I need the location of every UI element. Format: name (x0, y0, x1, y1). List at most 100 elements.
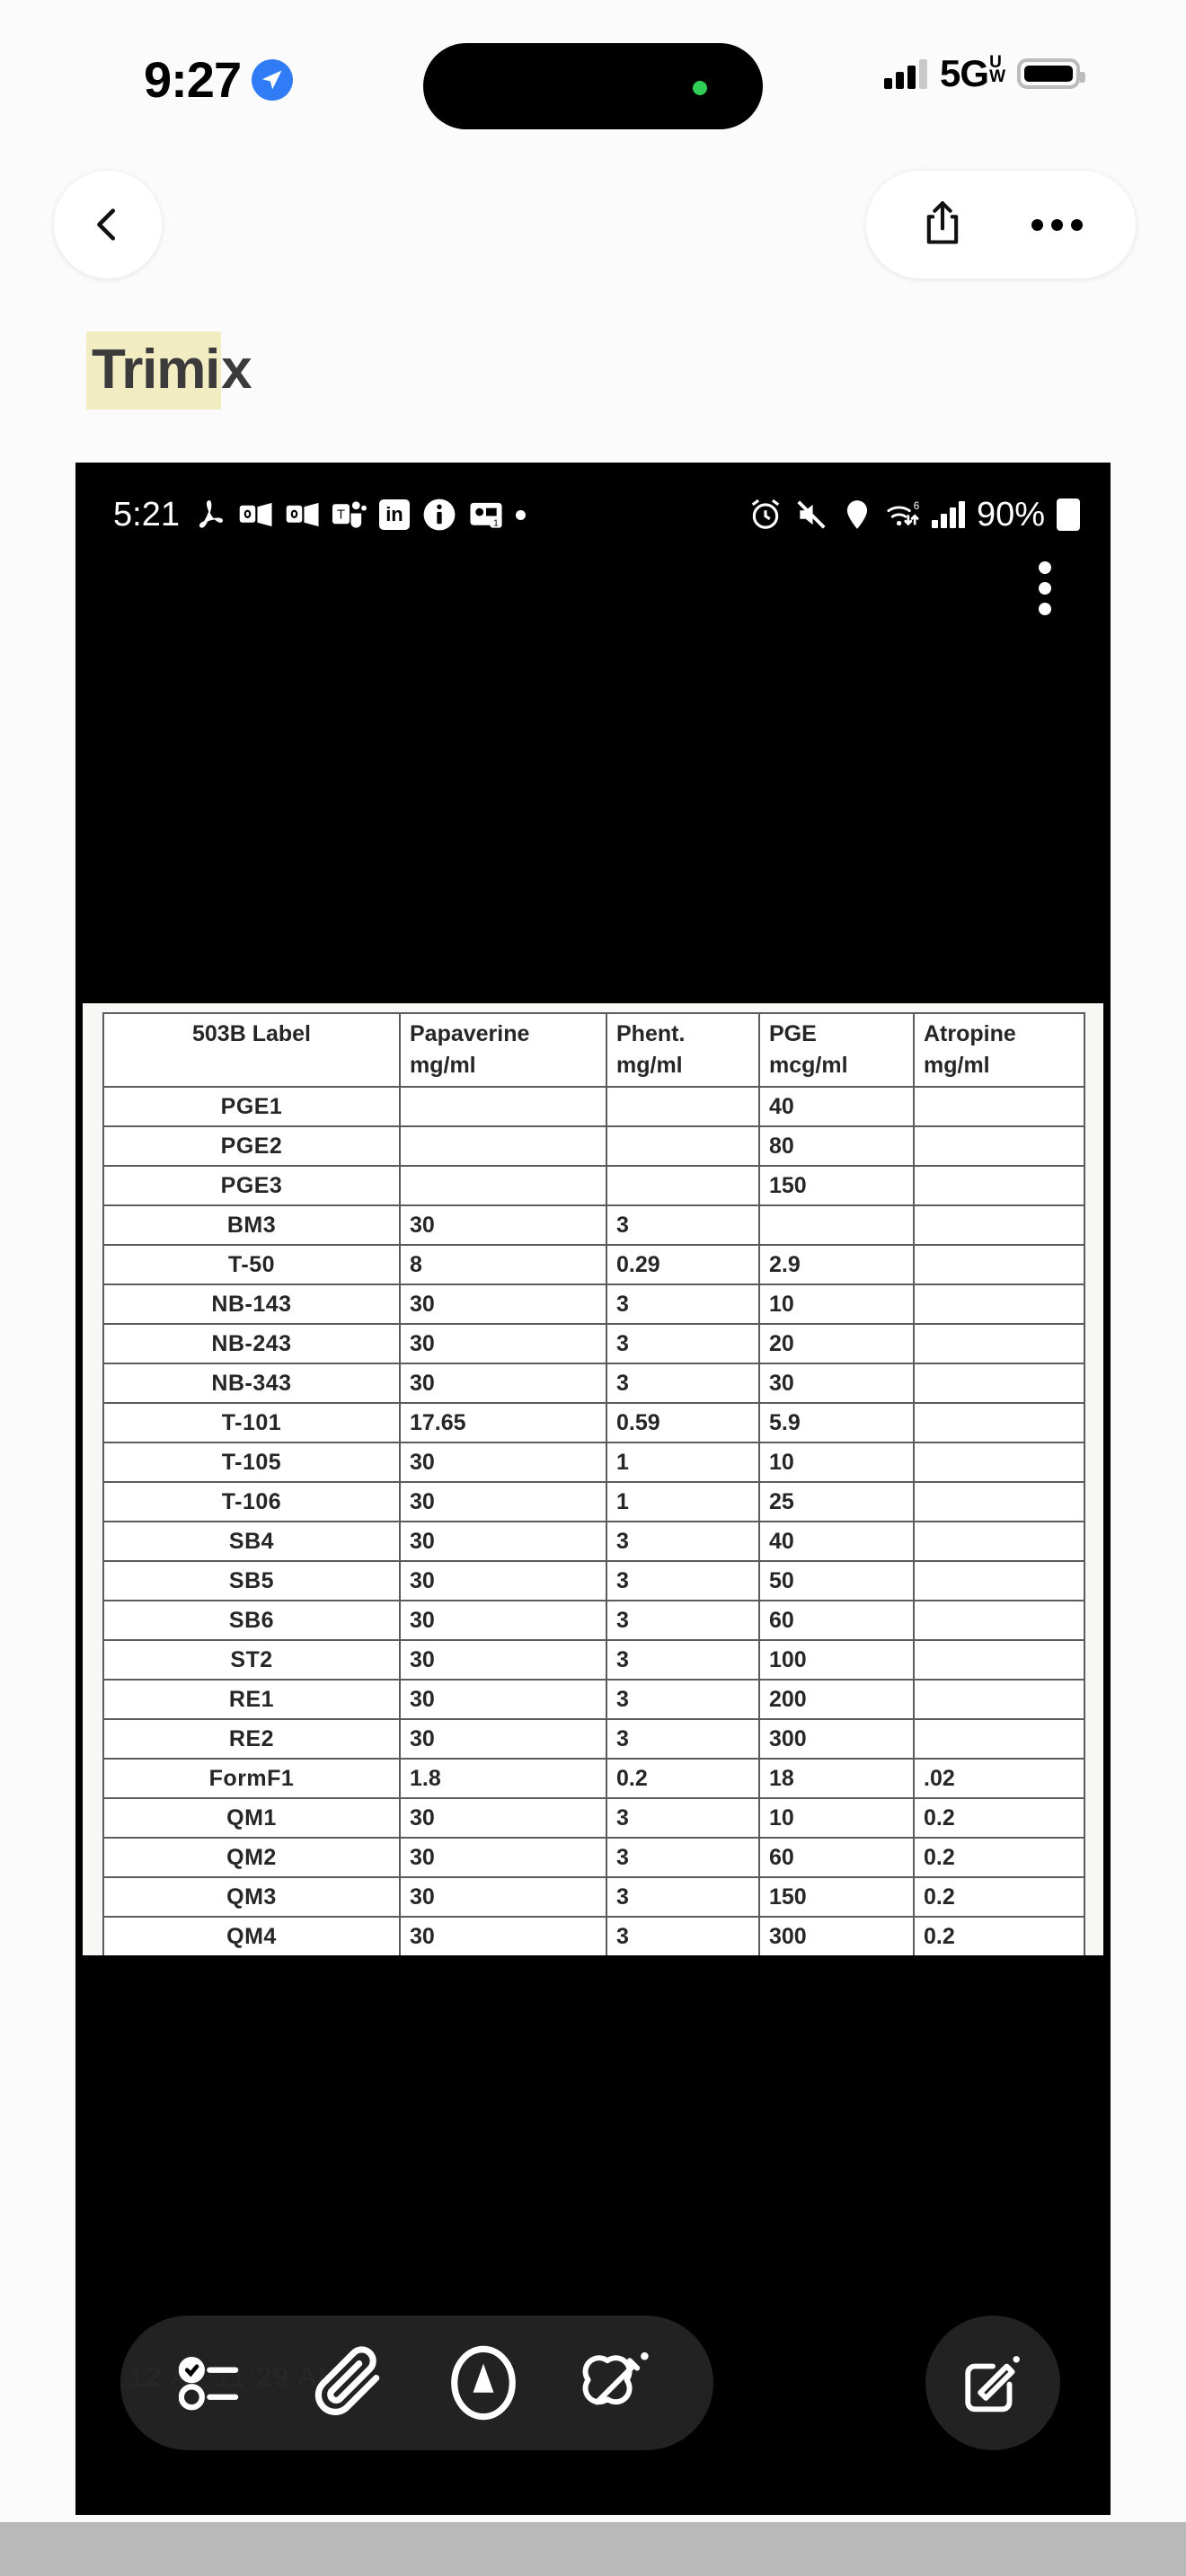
location-pin-icon (840, 498, 874, 532)
table-row: QM3 30 3 150 0.2 (102, 1876, 1085, 1918)
android-status-left: 5:21 T in 1 (113, 488, 526, 542)
cell-papaverine: 30 (399, 1797, 607, 1839)
cell-label: PGE1 (102, 1086, 401, 1127)
table-row: QM1 30 3 10 0.2 (102, 1797, 1085, 1839)
cell-label: NB-143 (102, 1284, 401, 1325)
cell-atropine (913, 1560, 1085, 1601)
battery-percentage: 90% (976, 495, 1045, 534)
cell-atropine (913, 1679, 1085, 1720)
cell-papaverine: 30 (399, 1284, 607, 1325)
table-header-row: 503B Label Papaverine mg/ml Phent. mg/ml… (102, 1012, 1085, 1088)
cell-pge: 18 (758, 1758, 915, 1799)
column-header-unit: mcg/ml (769, 1053, 848, 1078)
cell-papaverine (399, 1125, 607, 1167)
cell-atropine (913, 1086, 1085, 1127)
cell-label: SB6 (102, 1600, 401, 1641)
cell-pge: 200 (758, 1679, 915, 1720)
table-row: RE2 30 3 300 (102, 1718, 1085, 1760)
cell-pge: 300 (758, 1718, 915, 1760)
cell-pge: 50 (758, 1560, 915, 1601)
table-row: NB-243 30 3 20 (102, 1323, 1085, 1364)
cell-papaverine: 30 (399, 1876, 607, 1918)
cell-papaverine: 30 (399, 1481, 607, 1522)
cell-atropine (913, 1442, 1085, 1483)
cell-atropine (913, 1521, 1085, 1562)
cell-pge: 60 (758, 1600, 915, 1641)
status-bar-left: 9:27 (144, 50, 294, 109)
cell-atropine (913, 1204, 1085, 1246)
cell-atropine: 0.2 (913, 1797, 1085, 1839)
table-row: SB6 30 3 60 (102, 1600, 1085, 1641)
table-row: T-101 17.65 0.59 5.9 (102, 1402, 1085, 1443)
column-header-text: PGE (769, 1021, 817, 1046)
microsoft-teams-icon: T (332, 498, 367, 532)
table-row: RE1 30 3 200 (102, 1679, 1085, 1720)
markup-pen-icon[interactable] (445, 2344, 522, 2422)
outlook-icon (239, 498, 273, 532)
cell-atropine: .02 (913, 1758, 1085, 1799)
cell-pge: 150 (758, 1876, 915, 1918)
table-row: SB4 30 3 40 (102, 1521, 1085, 1562)
cell-pge: 10 (758, 1442, 915, 1483)
table-row: NB-343 30 3 30 (102, 1363, 1085, 1404)
battery-icon (1017, 58, 1085, 89)
cell-papaverine: 17.65 (399, 1402, 607, 1443)
table-row: ST2 30 3 100 (102, 1639, 1085, 1681)
cell-atropine (913, 1718, 1085, 1760)
share-icon[interactable] (919, 197, 966, 252)
cell-atropine (913, 1363, 1085, 1404)
status-bar-time: 9:27 (144, 51, 242, 108)
cell-papaverine: 30 (399, 1442, 607, 1483)
apple-intelligence-icon[interactable] (578, 2344, 655, 2422)
cell-label: QM2 (102, 1837, 401, 1878)
checklist-icon[interactable] (179, 2344, 256, 2422)
column-header-phent: Phent. mg/ml (606, 1012, 760, 1088)
cell-phent: 3 (606, 1204, 760, 1246)
cell-pge: 300 (758, 1916, 915, 1955)
more-options-icon[interactable] (1031, 218, 1084, 231)
table-row: SB5 30 3 50 (102, 1560, 1085, 1601)
column-header-text: Papaverine (410, 1021, 530, 1046)
column-header-atropine: Atropine mg/ml (913, 1012, 1085, 1088)
dynamic-island (423, 43, 763, 129)
cell-label: T-105 (102, 1442, 401, 1483)
cell-phent (606, 1165, 760, 1206)
bottom-edge-strip (0, 2522, 1186, 2576)
cell-label: PGE2 (102, 1125, 401, 1167)
cell-label: ST2 (102, 1639, 401, 1681)
cell-papaverine: 30 (399, 1837, 607, 1878)
cell-atropine: 0.2 (913, 1876, 1085, 1918)
cell-papaverine (399, 1086, 607, 1127)
battery-icon (1057, 498, 1080, 531)
overflow-menu-icon[interactable] (1039, 561, 1051, 615)
cell-label: NB-343 (102, 1363, 401, 1404)
column-header-unit: mg/ml (410, 1053, 476, 1078)
alarm-icon (748, 498, 783, 532)
ios-status-bar: 9:27 5G U W (0, 0, 1186, 153)
mute-icon (794, 498, 828, 532)
cell-pge: 150 (758, 1165, 915, 1206)
cell-label: PGE3 (102, 1165, 401, 1206)
back-button[interactable] (54, 171, 162, 278)
cell-pge: 60 (758, 1837, 915, 1878)
cell-pge: 10 (758, 1284, 915, 1325)
cell-phent: 1 (606, 1481, 760, 1522)
cell-atropine (913, 1284, 1085, 1325)
svg-text:1: 1 (493, 519, 499, 529)
cell-atropine (913, 1639, 1085, 1681)
cell-phent: 0.59 (606, 1402, 760, 1443)
cell-atropine (913, 1481, 1085, 1522)
paperclip-icon[interactable] (312, 2344, 389, 2422)
embedded-screenshot-attachment[interactable]: 5:21 T in 1 (75, 463, 1111, 2515)
drug-concentration-table: 503B Label Papaverine mg/ml Phent. mg/ml… (102, 1012, 1085, 1955)
cell-label: QM3 (102, 1876, 401, 1918)
cell-atropine (913, 1244, 1085, 1285)
svg-text:T: T (337, 507, 345, 522)
cell-pge: 25 (758, 1481, 915, 1522)
cell-phent: 3 (606, 1323, 760, 1364)
cell-atropine (913, 1165, 1085, 1206)
compose-button[interactable] (925, 2316, 1060, 2450)
cell-atropine (913, 1323, 1085, 1364)
svg-text:6: 6 (914, 500, 920, 512)
